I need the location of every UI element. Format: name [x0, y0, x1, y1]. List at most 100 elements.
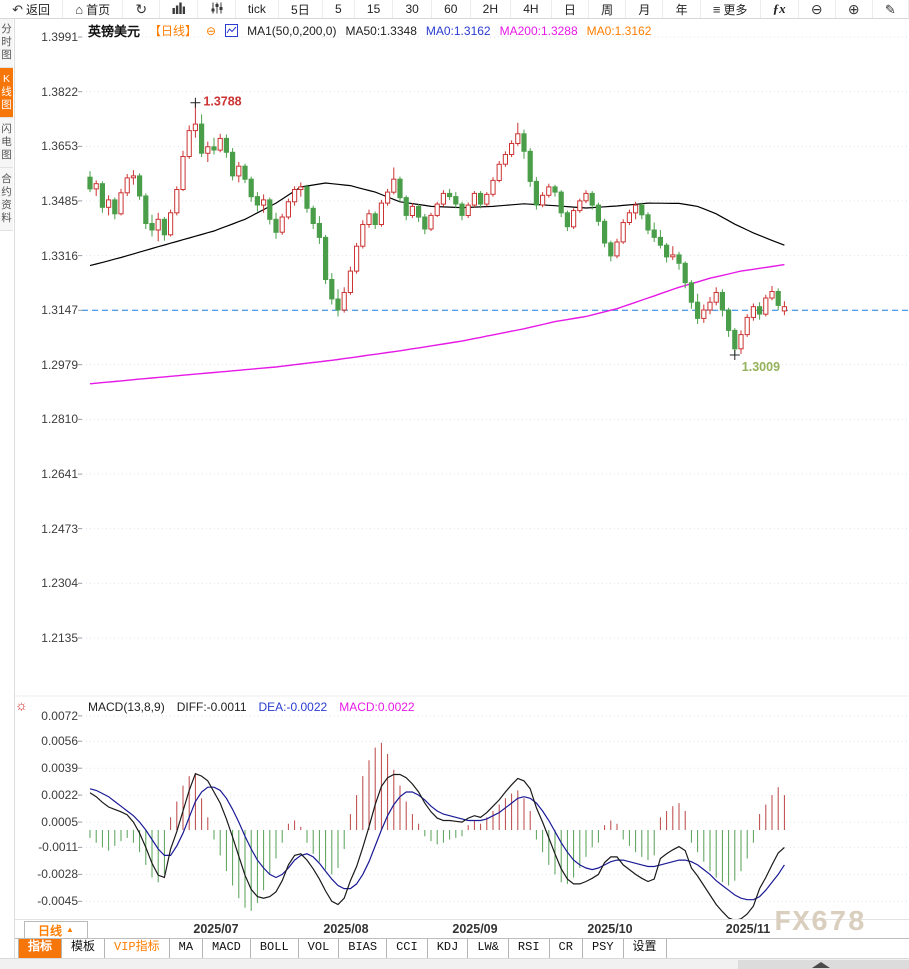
toolbar-back[interactable]: ↶ 返回 [0, 0, 64, 18]
tab-vip-indicators[interactable]: VIP指标 [105, 939, 170, 958]
macd-tick-label: 0.0039 [41, 761, 78, 776]
sidebar-item-kline[interactable]: K线图 [0, 68, 13, 118]
indicator-settings-icon [211, 2, 223, 17]
kline-chart-icon [172, 2, 186, 17]
macd-diff-value: DIFF:-0.0011 [176, 700, 247, 714]
price-tick-label: 1.3653 [41, 139, 78, 154]
period-dropdown[interactable]: 日线 ▲ [24, 921, 88, 939]
price-tick-label: 1.2135 [41, 631, 78, 645]
macd-tick-label: 0.0022 [41, 788, 78, 803]
toolbar-m5[interactable]: 5 [323, 0, 355, 18]
toolbar-label: 返回 [26, 2, 51, 17]
collapse-icon[interactable]: ⊖ [206, 23, 217, 38]
symbol-name: 英镑美元 [88, 24, 141, 39]
macd-tick-label: -0.0045 [37, 894, 78, 909]
toolbar-label: 日 [563, 2, 576, 17]
chart-legend: 英镑美元 【日线】 ⊖ MA1(50,0,200,0) MA50:1.3348 … [88, 21, 651, 40]
tab-lwr[interactable]: LW& [468, 939, 509, 958]
toolbar-indicator-settings[interactable] [198, 0, 236, 18]
tab-kdj[interactable]: KDJ [428, 939, 469, 958]
price-tick-label: 1.2979 [41, 357, 78, 372]
ma0-blue-value: MA0:1.3162 [425, 23, 491, 38]
toolbar-label: 5日 [291, 2, 310, 17]
toolbar-kline-chart[interactable] [160, 0, 199, 18]
top-toolbar: ↶ 返回 ⌂ 首页 ↻ tick 5日 5 15 30 60 2H 4H 日周月年 ≡ 更多 ƒx ⊖ ⊕ ✎ [0, 0, 909, 19]
draw-icon: ✎ [884, 1, 896, 17]
tab-templates[interactable]: 模板 [62, 939, 106, 958]
price-tick-label: 1.3991 [41, 30, 78, 44]
x-axis: 2025/07 2025/08 2025/09 2025/10 2025/11 [14, 919, 909, 939]
tab-bias[interactable]: BIAS [339, 939, 388, 958]
price-tick-label: 1.3316 [41, 248, 78, 263]
macd-tick-label: 0.0005 [41, 815, 78, 830]
sidebar-item-flash[interactable]: 闪电图 [0, 118, 13, 168]
more-icon: ≡ [712, 1, 721, 17]
toolbar-month[interactable]: 月 [626, 0, 664, 18]
tab-macd[interactable]: MACD [203, 939, 251, 958]
tab-cci[interactable]: CCI [387, 939, 428, 958]
ma200-value: MA200:1.3288 [499, 23, 578, 38]
toolbar-m30[interactable]: 30 [393, 0, 432, 18]
macd-tick-label: 0.0056 [41, 734, 78, 749]
tab-ma[interactable]: MA [170, 939, 204, 958]
price-tick-label: 1.3485 [41, 193, 78, 208]
toolbar-h4[interactable]: 4H [511, 0, 552, 18]
period-label: 【日线】 [149, 24, 198, 38]
sidebar-item-time-share[interactable]: 分时图 [0, 18, 13, 68]
tab-psy[interactable]: PSY [583, 939, 624, 958]
toolbar-more[interactable]: ≡ 更多 [701, 0, 761, 18]
toolbar-label: 周 [601, 2, 614, 17]
refresh-icon: ↻ [135, 0, 148, 17]
svg-text:1.3009: 1.3009 [742, 360, 780, 374]
macd-macd-value: MACD:0.0022 [339, 700, 415, 714]
toolbar-label: 更多 [723, 2, 748, 17]
toolbar-label: 月 [638, 2, 651, 17]
toolbar-week[interactable]: 周 [589, 0, 627, 18]
bottom-scrollbar[interactable] [0, 958, 909, 969]
tab-boll[interactable]: BOLL [251, 939, 299, 958]
toolbar-m15[interactable]: 15 [355, 0, 394, 18]
price-tick-label: 1.3147 [41, 303, 78, 318]
toolbar-fx[interactable]: ƒx [761, 0, 799, 18]
ma-params: MA1(50,0,200,0) [247, 23, 337, 38]
toolbar-h2[interactable]: 2H [471, 0, 512, 18]
toolbar-5d[interactable]: 5日 [279, 0, 323, 18]
ma0-orange-value: MA0:1.3162 [586, 23, 652, 38]
fx-icon: ƒx [772, 1, 786, 16]
price-tick-label: 1.2304 [41, 576, 78, 591]
price-tick-label: 1.2473 [41, 521, 78, 536]
toolbar-day[interactable]: 日 [552, 0, 589, 18]
toolbar-zoom-out[interactable]: ⊖ [799, 0, 836, 18]
indicator-tabs: 指标 模板 VIP指标 MA MACD BOLL VOL BIAS CCI KDJ LW& RSI CR… [14, 938, 909, 959]
toolbar-home[interactable]: ⌂ 首页 [63, 0, 124, 18]
tab-rsi[interactable]: RSI [509, 939, 550, 958]
toolbar-m60[interactable]: 60 [432, 0, 471, 18]
macd-settings-icon[interactable]: ☼ [15, 697, 28, 713]
toolbar-draw[interactable]: ✎ [873, 0, 909, 18]
left-sidebar: 分时图 K线图 闪电图 合约资料 [0, 18, 15, 958]
toolbar-zoom-in[interactable]: ⊕ [836, 0, 873, 18]
sidebar-item-contract-info[interactable]: 合约资料 [0, 168, 13, 231]
zoom-out-icon: ⊖ [810, 0, 823, 17]
macd-legend: MACD(13,8,9) DIFF:-0.0011 DEA:-0.0022 MA… [88, 700, 415, 714]
tab-indicators[interactable]: 指标 [18, 939, 63, 958]
toolbar-refresh[interactable]: ↻ [123, 0, 161, 18]
tab-settings[interactable]: 设置 [624, 939, 667, 958]
line-chart-icon [225, 23, 239, 38]
tab-cr[interactable]: CR [550, 939, 583, 958]
toolbar-tick[interactable]: tick [236, 0, 279, 18]
tab-vol[interactable]: VOL [299, 939, 340, 958]
x-axis-label: 2025/07 [193, 922, 239, 936]
toolbar-label: 15 [366, 2, 381, 16]
scrollbar-arrow-icon[interactable] [812, 962, 830, 968]
ma50-value: MA50:1.3348 [345, 23, 417, 38]
toolbar-label: 5 [334, 2, 342, 16]
toolbar-label: tick [247, 2, 266, 16]
zoom-in-icon: ⊕ [847, 0, 860, 17]
toolbar-label: 2H [482, 2, 499, 16]
toolbar-label: 首页 [86, 2, 111, 17]
toolbar-year[interactable]: 年 [663, 0, 701, 18]
x-axis-label: 2025/08 [323, 922, 369, 936]
